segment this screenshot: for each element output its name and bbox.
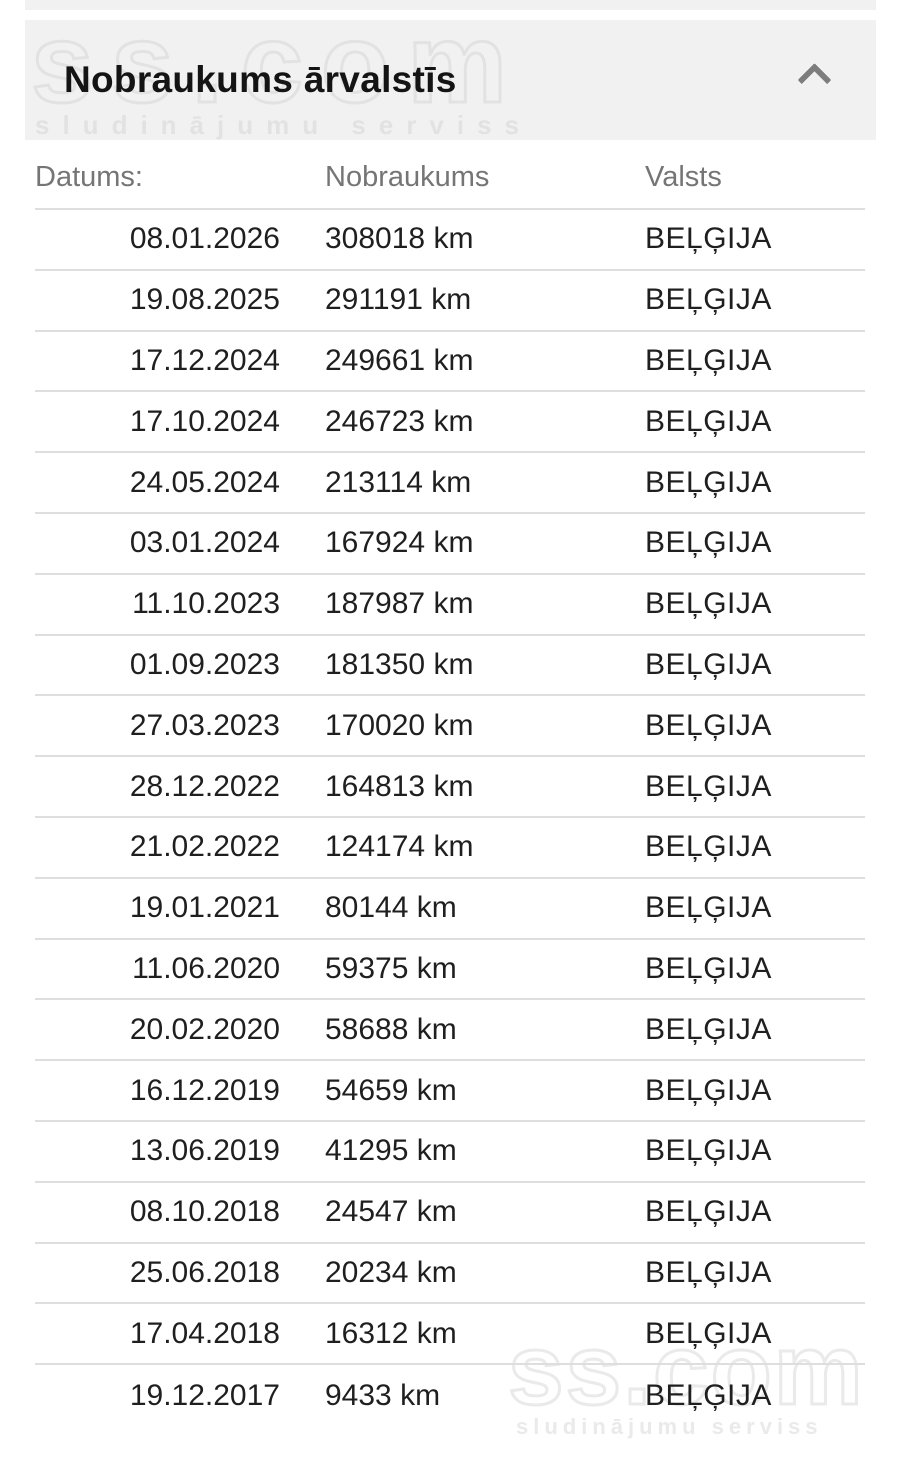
mileage-cell: 164813 km bbox=[325, 769, 474, 803]
mileage-cell: 58688 km bbox=[325, 1012, 457, 1046]
mileage-table: Datums: Nobraukums Valsts 08.01.2026 308… bbox=[35, 140, 865, 1426]
date-cell: 19.12.2017 bbox=[129, 1378, 280, 1412]
date-cell: 28.12.2022 bbox=[129, 769, 280, 803]
watermark-tagline: sludinājumu serviss bbox=[35, 110, 532, 140]
table-row: 17.04.2018 16312 km BEĻĢIJA bbox=[35, 1304, 865, 1366]
country-cell: BEĻĢIJA bbox=[645, 951, 772, 985]
mileage-cell: 249661 km bbox=[325, 343, 474, 377]
mileage-cell: 213114 km bbox=[325, 465, 472, 499]
mileage-cell: 16312 km bbox=[325, 1316, 457, 1350]
country-cell: BEĻĢIJA bbox=[645, 404, 772, 438]
mileage-cell: 124174 km bbox=[325, 830, 474, 864]
mileage-cell: 246723 km bbox=[325, 404, 474, 438]
country-cell: BEĻĢIJA bbox=[645, 708, 772, 742]
date-cell: 17.04.2018 bbox=[129, 1316, 280, 1350]
date-cell: 17.12.2024 bbox=[129, 343, 280, 377]
date-cell: 13.06.2019 bbox=[129, 1134, 280, 1168]
date-cell: 17.10.2024 bbox=[129, 404, 280, 438]
country-cell: BEĻĢIJA bbox=[645, 830, 772, 864]
date-cell: 24.05.2024 bbox=[129, 465, 280, 499]
table-row: 16.12.2019 54659 km BEĻĢIJA bbox=[35, 1061, 865, 1122]
mileage-cell: 308018 km bbox=[325, 222, 474, 256]
chevron-up-icon[interactable] bbox=[797, 63, 832, 97]
table-row: 24.05.2024 213114 km BEĻĢIJA bbox=[35, 453, 865, 514]
section-header[interactable]: ss.com sludinājumu serviss Nobraukums ār… bbox=[25, 20, 876, 140]
section-gap bbox=[0, 10, 900, 20]
mileage-cell: 54659 km bbox=[325, 1073, 457, 1107]
country-cell: BEĻĢIJA bbox=[645, 647, 772, 681]
country-cell: BEĻĢIJA bbox=[645, 343, 772, 377]
table-row: 21.02.2022 124174 km BEĻĢIJA bbox=[35, 818, 865, 879]
table-row: 19.01.2021 80144 km BEĻĢIJA bbox=[35, 879, 865, 940]
country-cell: BEĻĢIJA bbox=[645, 1378, 772, 1412]
column-header-country: Valsts bbox=[645, 160, 722, 193]
date-cell: 08.01.2026 bbox=[129, 222, 280, 256]
table-row: 08.10.2018 24547 km BEĻĢIJA bbox=[35, 1183, 865, 1244]
table-row: 03.01.2024 167924 km BEĻĢIJA bbox=[35, 514, 865, 575]
section-title: Nobraukums ārvalstīs bbox=[64, 59, 457, 100]
column-header-date: Datums: bbox=[35, 160, 143, 193]
country-cell: BEĻĢIJA bbox=[645, 1134, 772, 1168]
table-row: 17.12.2024 249661 km BEĻĢIJA bbox=[35, 332, 865, 393]
date-cell: 20.02.2020 bbox=[129, 1012, 280, 1046]
date-cell: 11.06.2020 bbox=[132, 951, 280, 985]
table-row: 17.10.2024 246723 km BEĻĢIJA bbox=[35, 392, 865, 454]
country-cell: BEĻĢIJA bbox=[645, 1012, 772, 1046]
country-cell: BEĻĢIJA bbox=[645, 1255, 772, 1289]
date-cell: 08.10.2018 bbox=[129, 1195, 280, 1229]
mileage-cell: 80144 km bbox=[325, 891, 457, 925]
table-row: 01.09.2023 181350 km BEĻĢIJA bbox=[35, 636, 865, 697]
date-cell: 01.09.2023 bbox=[129, 647, 280, 681]
date-cell: 11.10.2023 bbox=[132, 587, 280, 621]
table-row: 19.12.2017 9433 km BEĻĢIJA bbox=[35, 1365, 865, 1426]
column-header-mileage: Nobraukums bbox=[325, 160, 490, 193]
mileage-cell: 9433 km bbox=[325, 1378, 441, 1412]
table-row: 13.06.2019 41295 km BEĻĢIJA bbox=[35, 1122, 865, 1183]
country-cell: BEĻĢIJA bbox=[645, 1316, 772, 1350]
date-cell: 03.01.2024 bbox=[129, 526, 280, 560]
mileage-cell: 167924 km bbox=[325, 526, 474, 560]
date-cell: 25.06.2018 bbox=[129, 1255, 280, 1289]
mileage-cell: 41295 km bbox=[325, 1134, 457, 1168]
previous-section-edge bbox=[25, 0, 876, 10]
country-cell: BEĻĢIJA bbox=[645, 587, 772, 621]
mileage-cell: 20234 km bbox=[325, 1255, 457, 1289]
table-row: 27.03.2023 170020 km BEĻĢIJA bbox=[35, 696, 865, 758]
country-cell: BEĻĢIJA bbox=[645, 1073, 772, 1107]
table-body: 08.01.2026 308018 km BEĻĢIJA 19.08.2025 … bbox=[35, 210, 865, 1426]
country-cell: BEĻĢIJA bbox=[645, 283, 772, 317]
mileage-cell: 170020 km bbox=[325, 708, 474, 742]
date-cell: 19.01.2021 bbox=[129, 891, 280, 925]
mileage-cell: 181350 km bbox=[325, 647, 474, 681]
date-cell: 19.08.2025 bbox=[129, 283, 280, 317]
mileage-cell: 291191 km bbox=[325, 283, 472, 317]
table-row: 20.02.2020 58688 km BEĻĢIJA bbox=[35, 1000, 865, 1062]
mileage-cell: 187987 km bbox=[325, 587, 474, 621]
table-row: 08.01.2026 308018 km BEĻĢIJA bbox=[35, 210, 865, 271]
country-cell: BEĻĢIJA bbox=[645, 1195, 772, 1229]
table-row: 11.10.2023 187987 km BEĻĢIJA bbox=[35, 575, 865, 636]
mileage-cell: 24547 km bbox=[325, 1195, 457, 1229]
country-cell: BEĻĢIJA bbox=[645, 465, 772, 499]
table-row: 25.06.2018 20234 km BEĻĢIJA bbox=[35, 1244, 865, 1305]
country-cell: BEĻĢIJA bbox=[645, 222, 772, 256]
country-cell: BEĻĢIJA bbox=[645, 891, 772, 925]
table-row: 11.06.2020 59375 km BEĻĢIJA bbox=[35, 940, 865, 1001]
table-row: 19.08.2025 291191 km BEĻĢIJA bbox=[35, 271, 865, 332]
date-cell: 16.12.2019 bbox=[129, 1073, 280, 1107]
country-cell: BEĻĢIJA bbox=[645, 526, 772, 560]
mileage-cell: 59375 km bbox=[325, 951, 457, 985]
date-cell: 21.02.2022 bbox=[129, 830, 280, 864]
table-row: 28.12.2022 164813 km BEĻĢIJA bbox=[35, 757, 865, 818]
country-cell: BEĻĢIJA bbox=[645, 769, 772, 803]
date-cell: 27.03.2023 bbox=[129, 708, 280, 742]
table-header-row: Datums: Nobraukums Valsts bbox=[35, 140, 865, 210]
